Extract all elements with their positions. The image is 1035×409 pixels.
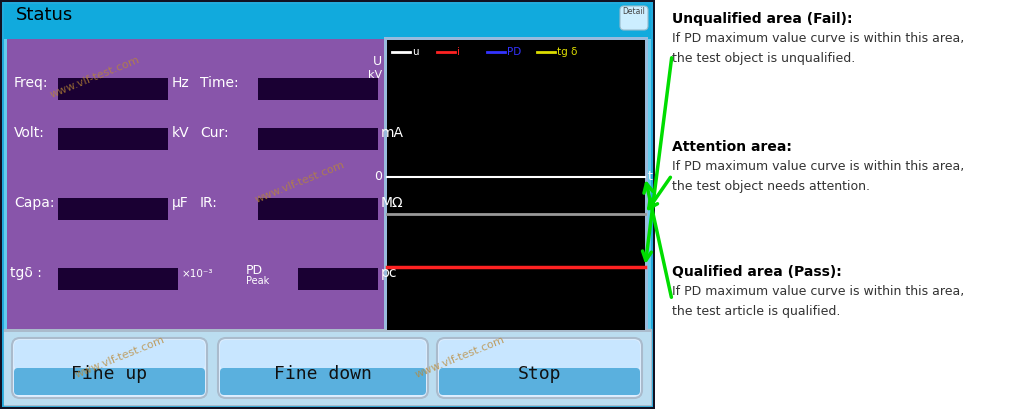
FancyBboxPatch shape <box>14 368 205 395</box>
Text: mA: mA <box>381 126 404 140</box>
Text: IR:: IR: <box>200 196 218 210</box>
Text: If PD maximum value curve is within this area,
the test object needs attention.: If PD maximum value curve is within this… <box>672 160 965 193</box>
Text: t: t <box>648 171 653 184</box>
Text: Time:: Time: <box>200 76 239 90</box>
Bar <box>298 268 378 290</box>
Text: Capa:: Capa: <box>14 196 55 210</box>
Text: kV: kV <box>172 126 189 140</box>
Bar <box>258 128 378 150</box>
Text: Freq:: Freq: <box>14 76 49 90</box>
FancyBboxPatch shape <box>439 368 640 395</box>
Bar <box>4 329 651 405</box>
Bar <box>258 198 378 220</box>
Text: pc: pc <box>381 266 397 280</box>
Text: Cur:: Cur: <box>200 126 229 140</box>
Bar <box>4 329 651 405</box>
Bar <box>58 128 168 150</box>
Text: www.vlf-test.com: www.vlf-test.com <box>73 335 167 380</box>
FancyBboxPatch shape <box>12 338 207 398</box>
FancyBboxPatch shape <box>620 6 648 30</box>
Text: U: U <box>373 55 382 68</box>
Text: ×10⁻³: ×10⁻³ <box>182 269 213 279</box>
Text: u: u <box>412 47 418 57</box>
Bar <box>58 78 168 100</box>
FancyBboxPatch shape <box>220 340 426 370</box>
FancyBboxPatch shape <box>437 338 642 398</box>
Text: Fine down: Fine down <box>274 365 372 383</box>
FancyBboxPatch shape <box>439 340 640 370</box>
Text: i: i <box>457 47 460 57</box>
Bar <box>2 2 653 407</box>
FancyBboxPatch shape <box>220 368 426 395</box>
Bar <box>4 4 651 39</box>
Text: Volt:: Volt: <box>14 126 45 140</box>
Bar <box>258 78 378 100</box>
Bar <box>58 198 168 220</box>
Text: www.vlf-test.com: www.vlf-test.com <box>49 55 142 100</box>
Text: Peak: Peak <box>246 276 269 286</box>
Text: Unqualified area (Fail):: Unqualified area (Fail): <box>672 12 853 26</box>
Bar <box>7 39 385 329</box>
Text: www.vlf-test.com: www.vlf-test.com <box>414 335 506 380</box>
Text: kV: kV <box>367 70 382 80</box>
Bar <box>0 0 655 409</box>
Text: Hz: Hz <box>172 76 189 90</box>
FancyBboxPatch shape <box>218 338 428 398</box>
Bar <box>4 329 651 332</box>
Text: PD: PD <box>246 264 263 277</box>
Text: Detail: Detail <box>623 7 646 16</box>
Text: tg δ: tg δ <box>557 47 578 57</box>
Text: Qualified area (Pass):: Qualified area (Pass): <box>672 265 841 279</box>
Text: MΩ: MΩ <box>381 196 404 210</box>
Text: 0: 0 <box>374 171 382 184</box>
Text: μF: μF <box>172 196 188 210</box>
Text: Attention area:: Attention area: <box>672 140 792 154</box>
Text: Stop: Stop <box>518 365 561 383</box>
Text: Status: Status <box>16 6 73 24</box>
FancyBboxPatch shape <box>14 340 205 370</box>
Text: PD: PD <box>507 47 522 57</box>
Bar <box>4 4 651 405</box>
Text: If PD maximum value curve is within this area,
the test article is qualified.: If PD maximum value curve is within this… <box>672 285 965 318</box>
Text: tgδ :: tgδ : <box>10 266 41 280</box>
Text: Fine up: Fine up <box>71 365 148 383</box>
Bar <box>58 268 178 290</box>
Bar <box>384 37 648 333</box>
Bar <box>387 40 645 330</box>
Text: www.vlf-test.com: www.vlf-test.com <box>254 160 347 205</box>
Text: If PD maximum value curve is within this area,
the test object is unqualified.: If PD maximum value curve is within this… <box>672 32 965 65</box>
